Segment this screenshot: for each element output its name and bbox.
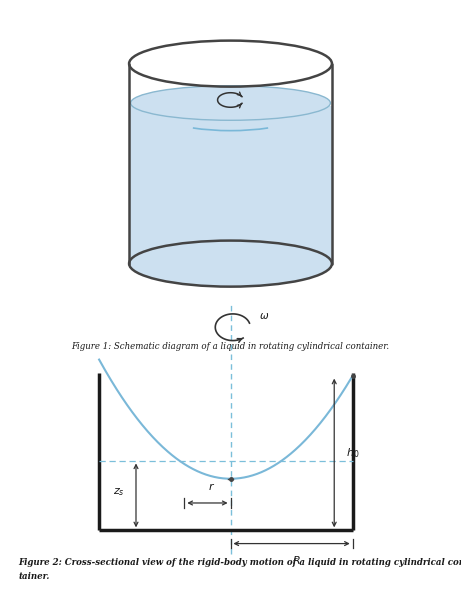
- Text: Figure 2: Cross-sectional view of the rigid-body motion of a liquid in rotating : Figure 2: Cross-sectional view of the ri…: [18, 558, 461, 567]
- Text: $R$: $R$: [292, 554, 301, 567]
- Text: $\omega$: $\omega$: [259, 311, 269, 321]
- Ellipse shape: [129, 241, 332, 287]
- Polygon shape: [129, 64, 332, 264]
- Text: $h_0$: $h_0$: [346, 446, 359, 460]
- Polygon shape: [129, 64, 332, 106]
- Text: tainer.: tainer.: [18, 571, 50, 581]
- Text: $r$: $r$: [208, 481, 216, 492]
- Ellipse shape: [130, 86, 331, 120]
- Text: Figure 1: Schematic diagram of a liquid in rotating cylindrical container.: Figure 1: Schematic diagram of a liquid …: [71, 342, 390, 351]
- Text: $z_s$: $z_s$: [113, 487, 124, 498]
